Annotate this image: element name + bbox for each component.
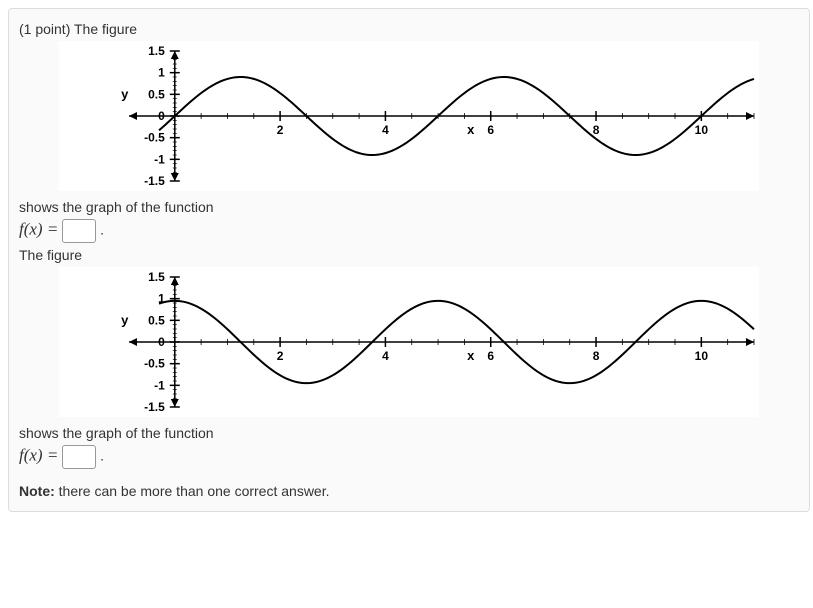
chart-1-wrap: -1.5 -1 -0.5 0 0.5 1 1.5 2 4 6 8 10 y x: [19, 41, 799, 191]
fx-prefix-2: f(x) =: [19, 446, 58, 465]
svg-text:6: 6: [487, 349, 494, 363]
svg-text:1.5: 1.5: [148, 44, 165, 58]
svg-text:x: x: [467, 122, 475, 137]
svg-text:y: y: [121, 312, 129, 327]
second-intro: The figure: [19, 247, 799, 263]
mid-text-2: shows the graph of the function: [19, 425, 799, 441]
period-2: .: [100, 448, 104, 464]
svg-text:-1: -1: [154, 152, 165, 166]
svg-text:x: x: [467, 348, 475, 363]
note-label: Note:: [19, 483, 55, 499]
svg-text:8: 8: [593, 123, 600, 137]
answer-input-1[interactable]: [62, 219, 96, 243]
svg-text:-1.5: -1.5: [144, 400, 165, 414]
svg-text:-1: -1: [154, 378, 165, 392]
points: (1 point): [19, 21, 70, 37]
intro-line: (1 point) The figure: [19, 21, 799, 37]
svg-text:0: 0: [158, 335, 165, 349]
svg-text:0: 0: [158, 109, 165, 123]
svg-text:1.5: 1.5: [148, 270, 165, 284]
period-1: .: [100, 222, 104, 238]
svg-text:0.5: 0.5: [148, 87, 165, 101]
svg-text:4: 4: [382, 349, 389, 363]
chart-1: -1.5 -1 -0.5 0 0.5 1 1.5 2 4 6 8 10 y x: [59, 41, 759, 191]
svg-text:1: 1: [158, 66, 165, 80]
fx-row-1: f(x) = .: [19, 219, 799, 243]
mid-text-1: shows the graph of the function: [19, 199, 799, 215]
svg-text:-1.5: -1.5: [144, 174, 165, 188]
svg-text:y: y: [121, 86, 129, 101]
svg-text:10: 10: [695, 349, 709, 363]
svg-text:0.5: 0.5: [148, 313, 165, 327]
note-text: there can be more than one correct answe…: [59, 483, 330, 499]
svg-text:8: 8: [593, 349, 600, 363]
note-row: Note: there can be more than one correct…: [19, 483, 799, 499]
answer-input-2[interactable]: [62, 445, 96, 469]
svg-text:6: 6: [487, 123, 494, 137]
svg-text:-0.5: -0.5: [144, 131, 165, 145]
svg-text:4: 4: [382, 123, 389, 137]
fx-prefix-1: f(x) =: [19, 220, 58, 239]
svg-text:2: 2: [277, 123, 284, 137]
fx-row-2: f(x) = .: [19, 445, 799, 469]
chart-2-wrap: -1.5-1-0.500.511.5246810yx: [19, 267, 799, 417]
svg-text:10: 10: [695, 123, 709, 137]
problem-container: (1 point) The figure -1.5 -1 -0.5 0 0.5 1 1.5 2…: [8, 8, 810, 512]
intro-text: The figure: [74, 21, 137, 37]
chart-2: -1.5-1-0.500.511.5246810yx: [59, 267, 759, 417]
svg-text:2: 2: [277, 349, 284, 363]
svg-text:-0.5: -0.5: [144, 357, 165, 371]
